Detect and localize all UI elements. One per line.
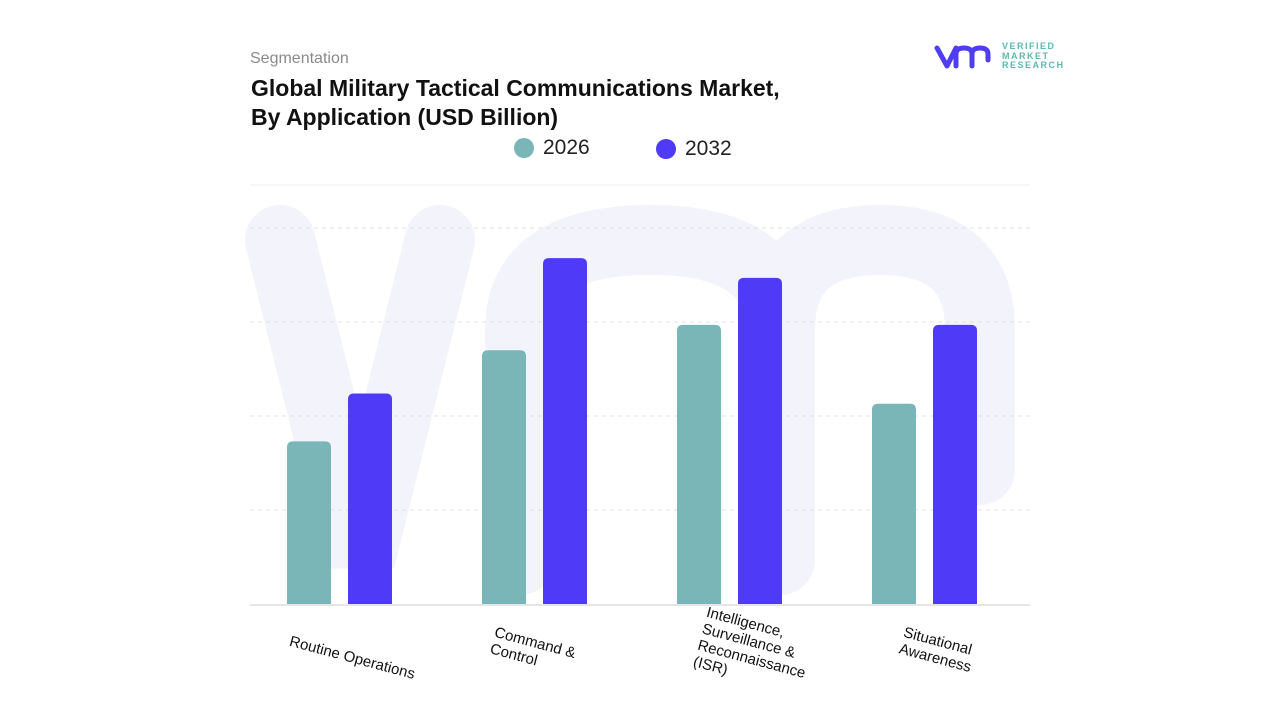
bar-2026-0 <box>287 441 331 604</box>
logo-line-3: RESEARCH <box>1002 60 1065 70</box>
bar-2026-3 <box>872 403 916 604</box>
chart-title: Global Military Tactical Communications … <box>251 74 851 132</box>
logo-line-1: VERIFIED <box>1002 41 1056 51</box>
bar-2026-2 <box>677 324 721 604</box>
legend-swatch-2026 <box>514 138 534 158</box>
segment-label: Segmentation <box>250 50 349 67</box>
bar-2032-1 <box>543 258 587 604</box>
vmr-logo-icon <box>934 45 991 69</box>
title-line-1: Global Military Tactical Communications … <box>251 75 780 101</box>
bar-2032-0 <box>348 393 392 604</box>
logo-line-2: MARKET <box>1002 50 1050 61</box>
legend-swatch-2032 <box>656 139 676 159</box>
legend-label-2032: 2032 <box>685 137 732 160</box>
bar-2032-3 <box>933 324 977 604</box>
legend-label-2026: 2026 <box>543 136 590 159</box>
vmr-logo: VERIFIED MARKET RESEARCH <box>934 41 1065 71</box>
legend-item-2032: 2032 <box>656 137 732 161</box>
bar-2032-2 <box>738 277 782 604</box>
legend-item-2026: 2026 <box>514 136 590 160</box>
title-line-2: By Application (USD Billion) <box>251 104 559 130</box>
bar-2026-1 <box>482 350 526 604</box>
